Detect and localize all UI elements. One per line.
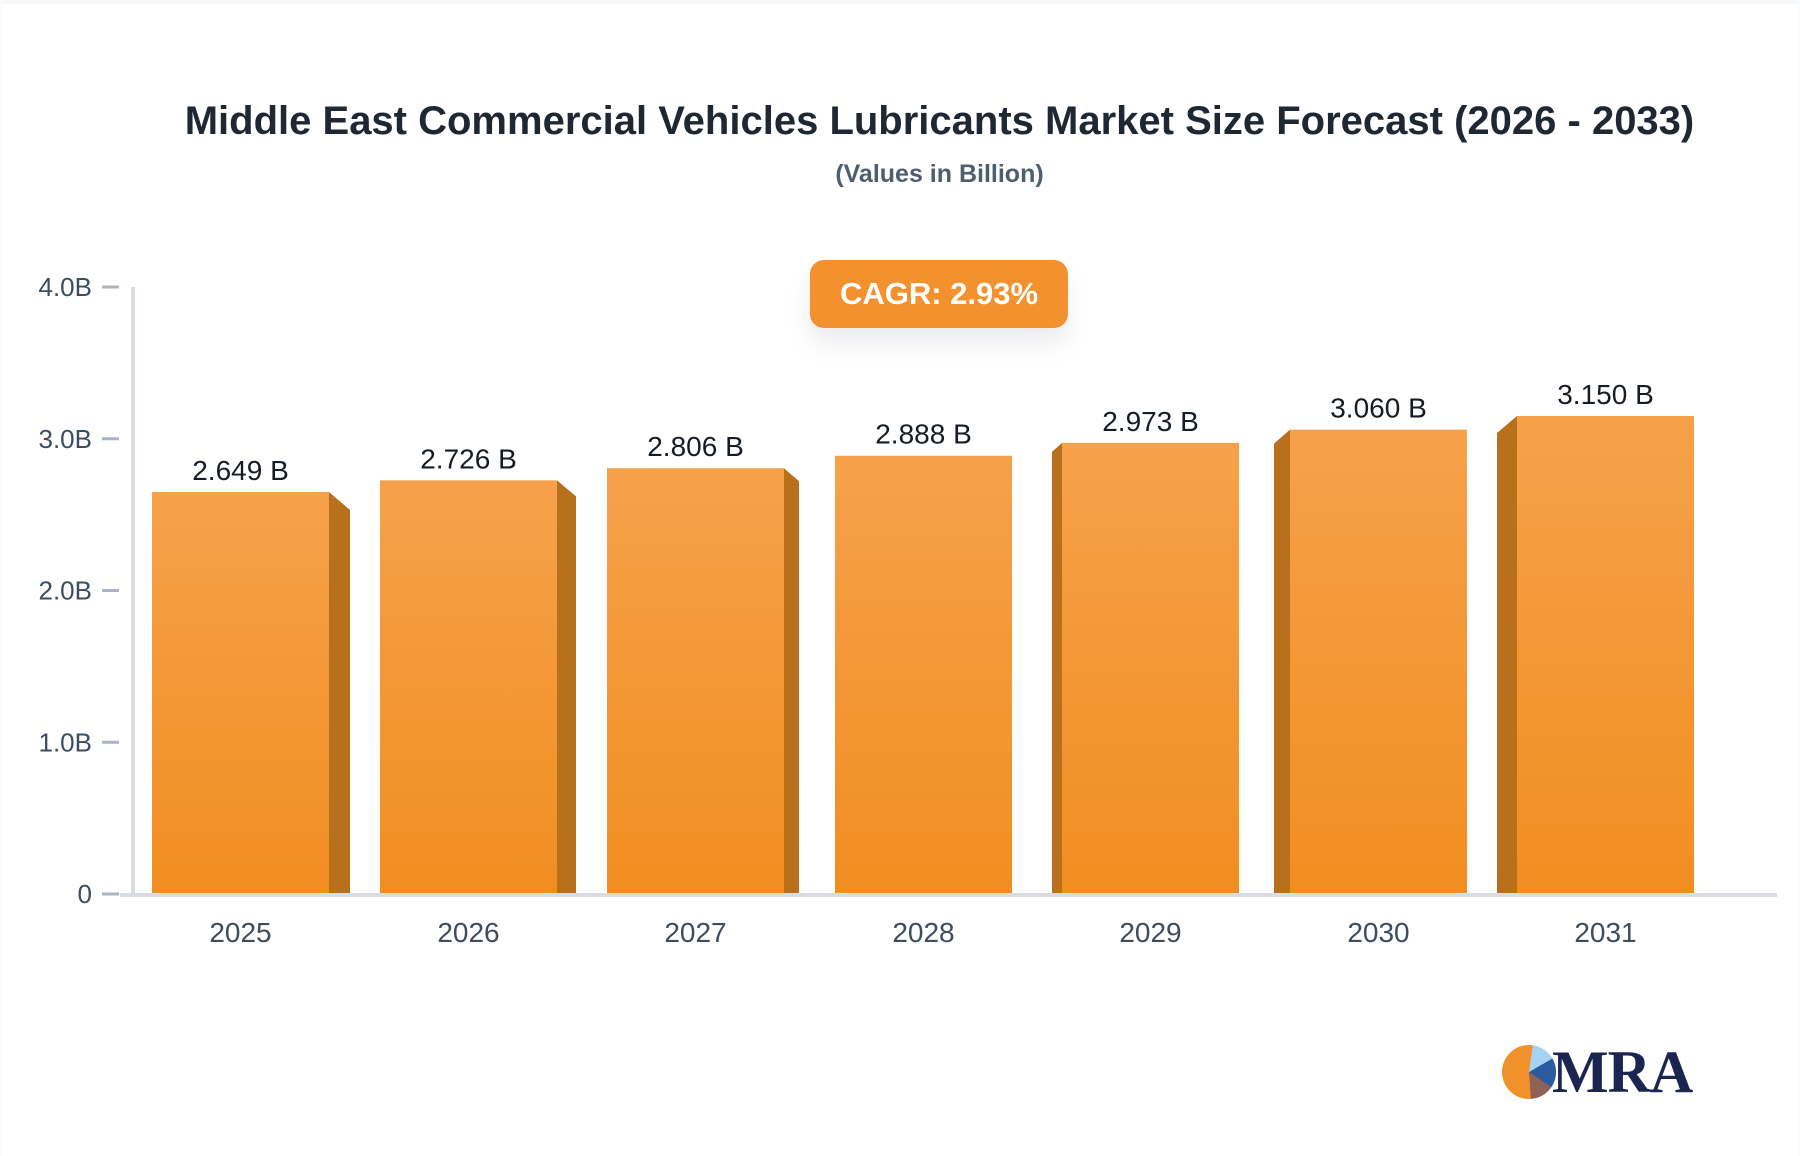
bar-side-3d: [557, 480, 576, 894]
mra-logo: MRA: [1502, 1039, 1693, 1105]
cagr-badge: CAGR: 2.93%: [809, 260, 1069, 328]
bar-side-3d: [1497, 415, 1517, 894]
bar-2028: [835, 455, 1012, 894]
cagr-badge-label: CAGR: 2.93%: [839, 276, 1039, 311]
bar-2027: [607, 468, 784, 894]
bar-value-label: 3.150 B: [1557, 379, 1654, 410]
bar-2026: [380, 480, 557, 894]
y-tick-label: 2.0B: [39, 576, 93, 606]
bar-2025: [152, 492, 329, 894]
bar-2031: [1517, 415, 1694, 894]
x-tick-label: 2027: [664, 917, 726, 948]
chart-subtitle: (Values in Billion): [835, 160, 1044, 188]
bar-value-label: 2.888 B: [875, 419, 972, 450]
bar-value-label: 2.973 B: [1102, 406, 1199, 437]
y-tick-label: 3.0B: [39, 424, 93, 454]
x-tick-label: 2030: [1347, 917, 1409, 948]
bar-2030: [1290, 429, 1467, 894]
x-tick-label: 2026: [437, 917, 499, 948]
chart-title: Middle East Commercial Vehicles Lubrican…: [184, 99, 1695, 143]
bar-side-3d: [1274, 429, 1290, 894]
bar-side-3d: [1052, 442, 1062, 894]
x-tick-label: 2025: [209, 917, 271, 948]
bar-value-label: 2.726 B: [420, 443, 517, 474]
x-tick-label: 2029: [1119, 917, 1181, 948]
logo-text: MRA: [1552, 1039, 1693, 1105]
x-tick-label: 2028: [892, 917, 954, 948]
bar-value-label: 3.060 B: [1330, 393, 1427, 424]
bar-value-label: 2.806 B: [647, 431, 744, 462]
pie-chart-icon: [1502, 1045, 1556, 1099]
chart-header: Middle East Commercial Vehicles Lubrican…: [77, 98, 1798, 189]
y-tick-label: 4.0B: [39, 272, 93, 302]
x-tick-label: 2031: [1574, 917, 1636, 948]
bar-value-label: 2.649 B: [192, 455, 289, 486]
y-tick-label: 0: [78, 879, 92, 909]
bar-side-3d: [784, 468, 799, 894]
bar-2029: [1062, 442, 1239, 894]
bar-chart: 4.0B 3.0B 2.0B 1.0B 0 2.649 B 2025 2.726 B 2026 2…: [39, 272, 1777, 948]
y-tick-label: 1.0B: [39, 727, 93, 757]
bar-side-3d: [329, 492, 350, 894]
